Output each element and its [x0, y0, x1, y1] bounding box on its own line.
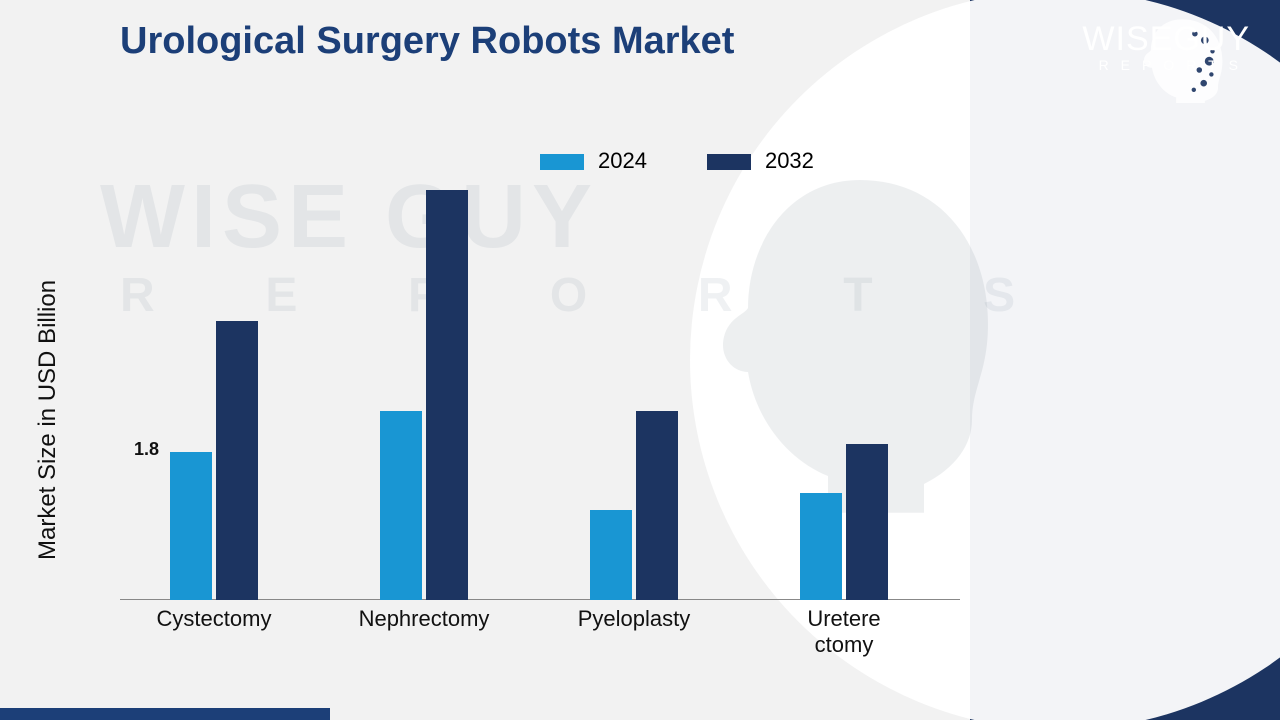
legend-label-2024: 2024	[598, 148, 647, 173]
bar	[170, 452, 212, 600]
bar	[590, 510, 632, 600]
bar	[800, 493, 842, 600]
x-axis-category-label: Cystectomy	[134, 606, 294, 632]
brand-name: WISEGUY	[1082, 20, 1250, 59]
y-axis-label: Market Size in USD Billion	[34, 280, 62, 560]
bar	[636, 411, 678, 600]
bar	[846, 444, 888, 600]
footer-accent	[0, 708, 330, 720]
x-axis-category-label: Pyeloplasty	[554, 606, 714, 632]
brand-logo: WISEGUY REPORTS	[1082, 20, 1250, 73]
legend-item-2032: 2032	[707, 148, 814, 174]
legend-item-2024: 2024	[540, 148, 647, 174]
x-axis-category-label: Nephrectomy	[344, 606, 504, 632]
brand-sub: REPORTS	[1082, 57, 1250, 73]
plot-area: 1.8CystectomyNephrectomyPyeloplastyUrete…	[120, 190, 960, 600]
bar	[380, 411, 422, 600]
chart-title: Urological Surgery Robots Market	[120, 20, 734, 63]
legend-label-2032: 2032	[765, 148, 814, 173]
legend-swatch-2032	[707, 154, 751, 170]
x-axis-category-label: Ureterectomy	[764, 606, 924, 658]
chart-canvas: WISE GUY R E P O R T S Urological Surger…	[0, 0, 1280, 720]
bar	[426, 190, 468, 600]
legend-swatch-2024	[540, 154, 584, 170]
bar	[216, 321, 258, 600]
legend: 2024 2032	[540, 148, 814, 174]
value-label: 1.8	[134, 439, 159, 460]
